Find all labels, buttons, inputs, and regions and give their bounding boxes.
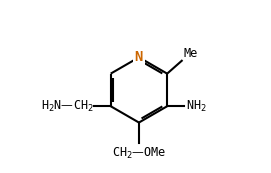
Text: CH$_2$: CH$_2$ bbox=[73, 99, 93, 114]
Text: CH$_2$—OMe: CH$_2$—OMe bbox=[112, 146, 166, 161]
Text: H$_2$N—: H$_2$N— bbox=[41, 99, 74, 114]
Text: N: N bbox=[135, 50, 143, 64]
Text: NH$_2$: NH$_2$ bbox=[186, 99, 207, 114]
Text: Me: Me bbox=[183, 47, 198, 60]
